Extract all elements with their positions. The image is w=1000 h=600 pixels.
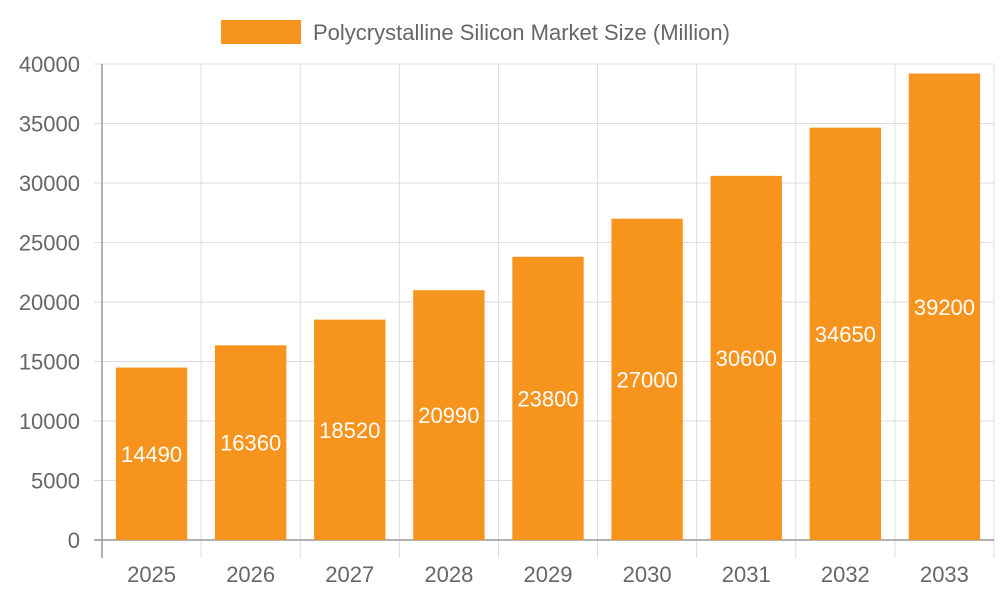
x-tick-label: 2028 [424,562,473,587]
y-tick-label: 5000 [31,469,80,494]
data-labels: 14490 16360 18520 20990 23800 27000 30600 34650… [121,295,975,467]
x-tick-label: 2033 [920,562,969,587]
y-tick-label: 30000 [19,171,80,196]
bar-2027 [314,319,386,540]
y-tick-label: 10000 [19,409,80,434]
bar-2031 [710,175,782,541]
x-tick-label: 2032 [821,562,870,587]
bar-2029 [512,256,584,540]
data-label: 39200 [914,295,975,320]
x-tick-label: 2027 [325,562,374,587]
bar-2028 [413,290,485,540]
y-tick-label: 40000 [19,52,80,77]
bars [115,73,981,541]
y-tick-label: 25000 [19,231,80,256]
data-label: 27000 [617,367,678,392]
legend-swatch [221,20,301,44]
y-tick-label: 20000 [19,290,80,315]
y-tick-label: 15000 [19,350,80,375]
legend-label: Polycrystalline Silicon Market Size (Mil… [313,20,730,45]
data-label: 34650 [815,322,876,347]
x-tick-label: 2030 [623,562,672,587]
x-tick-label: 2029 [524,562,573,587]
data-label: 20990 [418,403,479,428]
x-tick-label: 2025 [127,562,176,587]
x-tick-label: 2026 [226,562,275,587]
data-label: 14490 [121,442,182,467]
bar-2025 [115,367,188,540]
data-label: 23800 [517,386,578,411]
bar-2030 [611,218,683,540]
y-tick-label: 0 [68,528,80,553]
bar-2033 [908,73,981,541]
axes: 0 5000 10000 15000 20000 25000 30000 35000 40000… [19,52,994,587]
data-label: 16360 [220,431,281,456]
legend: Polycrystalline Silicon Market Size (Mil… [221,20,730,45]
data-label: 18520 [319,418,380,443]
data-label: 30600 [716,346,777,371]
x-tick-label: 2031 [722,562,771,587]
bar-2032 [809,127,882,540]
y-tick-label: 35000 [19,112,80,137]
bar-2026 [214,345,287,540]
